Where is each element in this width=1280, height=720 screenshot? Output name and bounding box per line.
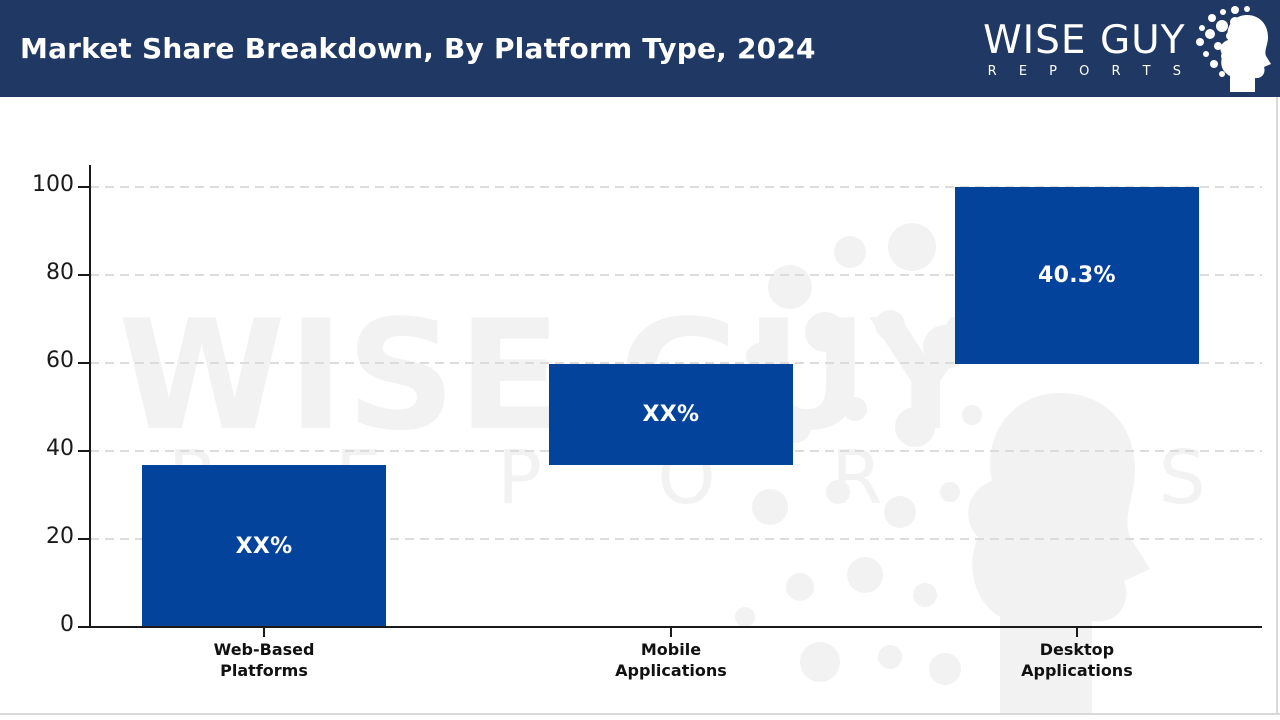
bar-value-label: 40.3% <box>1038 263 1116 289</box>
right-border <box>1276 97 1278 715</box>
xtick-mark-1 <box>263 628 266 637</box>
ytick-mark-20 <box>78 538 89 540</box>
ytick-mark-100 <box>78 186 89 188</box>
bar-value-label: XX% <box>642 402 700 428</box>
bottom-border <box>0 713 1280 715</box>
ytick-mark-40 <box>78 450 89 452</box>
plot-area: XX% XX% 40.3% <box>90 165 1262 627</box>
bar-3: 40.3% <box>954 187 1199 365</box>
gridline-100 <box>90 186 1262 188</box>
gridline-20 <box>90 538 1262 540</box>
xtick-mark-3 <box>1075 628 1078 637</box>
xtick-mark-2 <box>669 628 672 637</box>
bar-1: XX% <box>142 465 387 627</box>
ytick-mark-0 <box>78 626 89 628</box>
x-axis-line <box>88 626 1262 628</box>
gridline-60 <box>90 362 1262 364</box>
y-axis-line <box>89 165 91 628</box>
logo-wordmark: WISE GUY R E P O R T S <box>979 18 1190 80</box>
ytick-label-100: 100 <box>32 172 74 197</box>
ytick-label-0: 0 <box>60 612 74 637</box>
bar-2: XX% <box>548 364 793 466</box>
logo-subtext: R E P O R T S <box>987 64 1190 79</box>
ytick-label-40: 40 <box>46 436 74 461</box>
chart-title: Market Share Breakdown, By Platform Type… <box>20 32 816 65</box>
ytick-mark-80 <box>78 274 89 276</box>
bar-value-label: XX% <box>235 533 293 559</box>
category-label-2: Mobile Applications <box>615 640 727 680</box>
ytick-mark-60 <box>78 362 89 364</box>
category-label-1: Web-Based Platforms <box>213 640 315 680</box>
category-label-3: Desktop Applications <box>1021 640 1133 680</box>
ytick-label-80: 80 <box>46 260 74 285</box>
header: Market Share Breakdown, By Platform Type… <box>0 0 1280 97</box>
wiseguy-logo: WISE GUY R E P O R T S <box>979 6 1272 92</box>
ytick-label-60: 60 <box>46 348 74 373</box>
logo-word: WISE GUY <box>983 18 1186 63</box>
ytick-label-20: 20 <box>46 524 74 549</box>
logo-face-icon <box>1196 6 1271 92</box>
gridline-80 <box>90 274 1262 276</box>
